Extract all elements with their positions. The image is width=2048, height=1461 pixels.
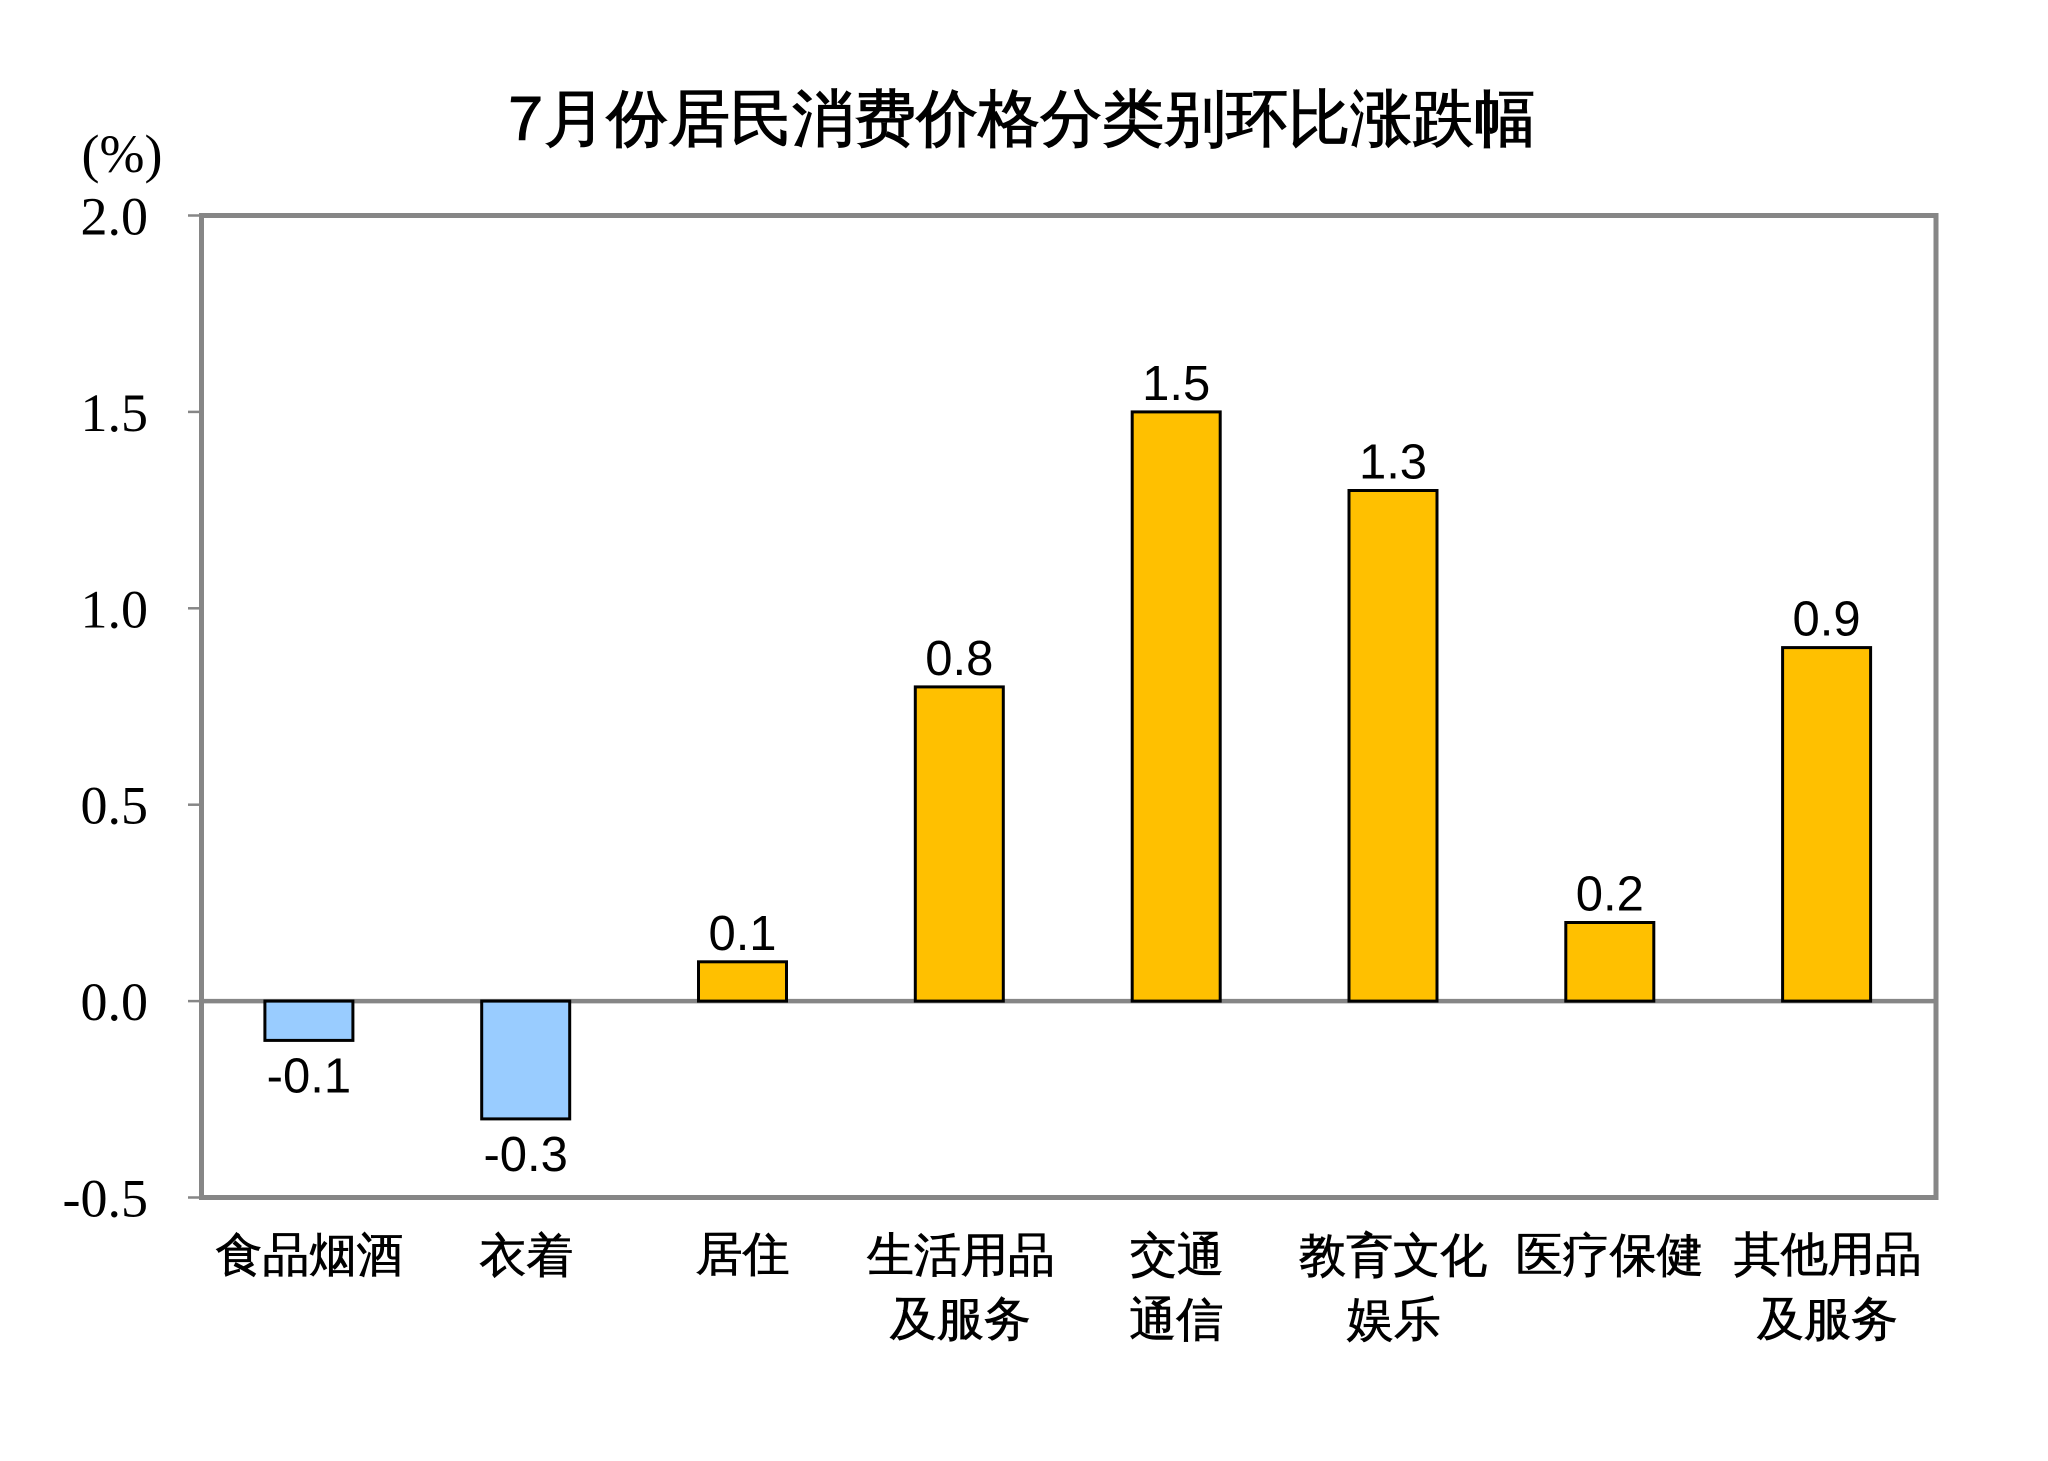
svg-text:-0.3: -0.3 — [483, 1128, 567, 1182]
svg-text:1.0: 1.0 — [81, 579, 149, 639]
svg-text:0.2: 0.2 — [1576, 868, 1644, 922]
svg-text:1.5: 1.5 — [1142, 357, 1210, 411]
svg-text:0.1: 0.1 — [708, 907, 776, 961]
svg-text:2.0: 2.0 — [81, 187, 149, 247]
svg-text:1.5: 1.5 — [81, 383, 149, 443]
svg-text:1.3: 1.3 — [1359, 436, 1427, 490]
svg-text:0.8: 0.8 — [925, 632, 993, 686]
svg-text:0.0: 0.0 — [81, 972, 149, 1032]
svg-text:0.9: 0.9 — [1793, 593, 1861, 647]
svg-text:-0.1: -0.1 — [267, 1049, 351, 1103]
svg-text:-0.5: -0.5 — [63, 1169, 148, 1229]
svg-text:(%): (%) — [82, 124, 163, 184]
svg-text:0.5: 0.5 — [81, 776, 149, 836]
